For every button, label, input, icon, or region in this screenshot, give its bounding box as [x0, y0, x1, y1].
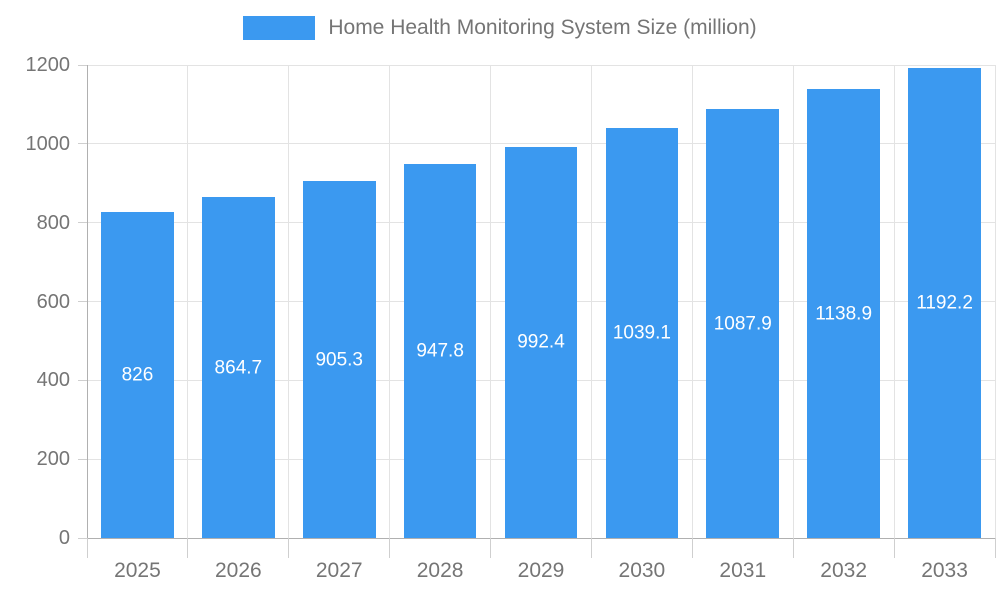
x-axis-tick	[187, 538, 189, 558]
y-gridline	[87, 64, 995, 66]
y-axis-tick	[78, 143, 87, 145]
x-boundary-gridline	[590, 65, 592, 538]
x-axis-tick	[590, 538, 592, 558]
legend-swatch	[243, 16, 316, 40]
y-axis-line	[87, 65, 88, 558]
bar-value-label: 1138.9	[815, 303, 873, 325]
bar-value-label: 947.8	[416, 340, 464, 362]
bar	[101, 212, 174, 538]
bar	[908, 68, 981, 538]
y-axis-tick-label: 1000	[25, 132, 71, 155]
x-axis-tick	[792, 538, 794, 558]
x-boundary-gridline	[288, 65, 290, 538]
y-gridline	[87, 143, 995, 145]
y-axis-tick-label: 0	[58, 527, 70, 549]
x-axis-tick	[893, 538, 895, 558]
bar	[807, 89, 880, 538]
plot-area: 826 864.7 905.3 947.8 992.4 1039.1 1087.9 1138.…	[87, 64, 996, 539]
x-boundary-gridline	[893, 65, 895, 538]
x-axis-tick-label: 2027	[315, 559, 363, 582]
y-axis-tick	[78, 379, 87, 381]
y-axis-tick	[78, 458, 87, 460]
bar-value-label: 864.7	[214, 357, 263, 379]
x-axis-tick-label: 2032	[820, 559, 868, 582]
legend-label: Home Health Monitoring System Size (mill…	[328, 16, 757, 39]
y-axis-tick-label: 1200	[25, 54, 71, 76]
y-axis-tick	[78, 64, 87, 66]
y-axis-tick	[78, 222, 87, 224]
bar	[504, 146, 578, 538]
x-boundary-gridline	[490, 65, 492, 538]
bar	[706, 109, 780, 538]
x-axis-line	[87, 538, 995, 539]
bar-value-label: 1087.9	[713, 313, 772, 335]
x-axis-tick	[691, 538, 693, 558]
x-axis-tick-label: 2026	[214, 559, 262, 582]
x-boundary-gridline	[792, 65, 794, 538]
chart-legend: Home Health Monitoring System Size (mill…	[0, 16, 1000, 40]
x-axis-tick	[389, 538, 391, 558]
x-axis-tick-label: 2025	[114, 559, 161, 582]
x-axis-tick-label: 2030	[618, 559, 666, 582]
x-boundary-gridline	[187, 65, 189, 538]
bar-value-label: 992.4	[517, 331, 565, 353]
x-boundary-gridline	[994, 65, 996, 538]
bar	[202, 197, 275, 538]
bar	[302, 181, 376, 538]
bar-value-label: 905.3	[315, 349, 363, 371]
bar-value-label: 1192.2	[916, 292, 973, 314]
x-axis-tick	[994, 538, 996, 558]
x-axis-tick	[490, 538, 492, 558]
x-boundary-gridline	[389, 65, 391, 538]
x-axis-tick-label: 2028	[416, 559, 464, 582]
bar	[605, 128, 679, 538]
y-axis-tick-label: 600	[36, 290, 70, 313]
y-axis-tick	[78, 537, 87, 539]
y-axis-tick-label: 200	[36, 448, 70, 471]
bar	[403, 164, 477, 538]
x-axis-tick-label: 2033	[921, 559, 968, 582]
x-axis-tick-label: 2031	[719, 559, 767, 582]
x-boundary-gridline	[691, 65, 693, 538]
x-axis-tick	[86, 538, 88, 558]
bar-value-label: 1039.1	[612, 322, 671, 344]
x-axis-tick-label: 2029	[517, 559, 565, 582]
y-axis-tick-label: 400	[36, 369, 70, 392]
bar-value-label: 826	[121, 364, 154, 386]
y-axis-tick-label: 800	[36, 211, 70, 234]
x-axis-tick	[288, 538, 290, 558]
y-axis-tick	[78, 301, 87, 302]
